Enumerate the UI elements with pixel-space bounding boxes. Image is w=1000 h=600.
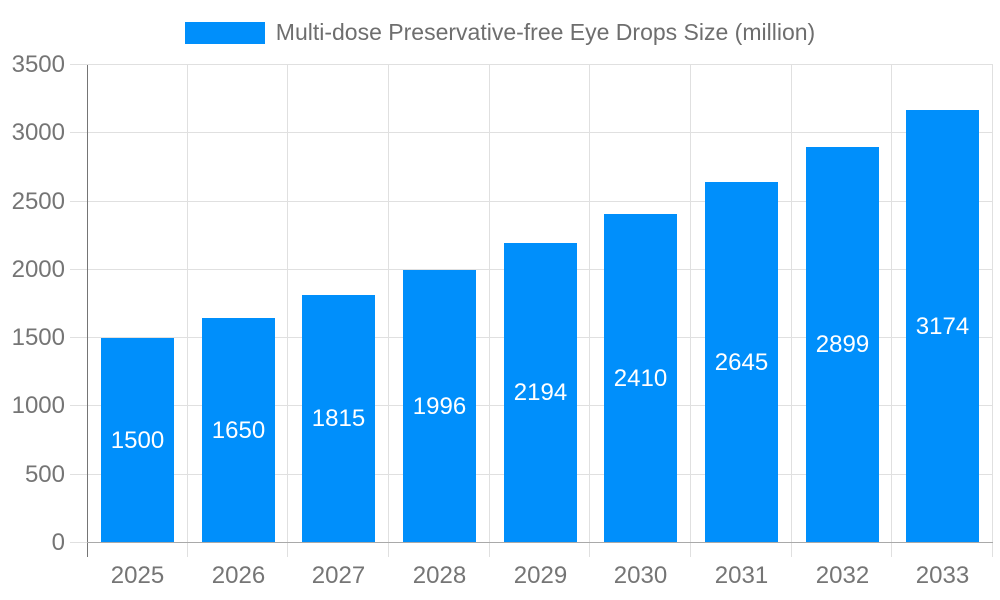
bar-value-label: 2899 xyxy=(815,331,870,358)
y-axis-tick xyxy=(70,405,87,406)
y-axis-line xyxy=(87,65,88,557)
h-gridline xyxy=(87,201,993,202)
bar-value-label: 2410 xyxy=(613,365,668,392)
bar[interactable] xyxy=(806,147,879,543)
legend[interactable]: Multi-dose Preservative-free Eye Drops S… xyxy=(0,19,1000,46)
h-gridline xyxy=(87,64,993,65)
bar-value-label: 3174 xyxy=(915,313,970,340)
y-axis-label: 3500 xyxy=(11,51,65,78)
y-axis-tick xyxy=(70,474,87,475)
x-axis-label: 2025 xyxy=(110,562,165,589)
y-axis-label: 2000 xyxy=(11,256,65,283)
legend-label: Multi-dose Preservative-free Eye Drops S… xyxy=(275,19,816,45)
bar[interactable] xyxy=(202,318,275,543)
v-gridline xyxy=(690,65,691,557)
legend-swatch-icon xyxy=(184,21,265,44)
y-axis-label: 2500 xyxy=(11,188,65,215)
h-gridline xyxy=(87,132,993,133)
v-gridline xyxy=(891,65,892,557)
v-gridline xyxy=(187,65,188,557)
x-axis-label: 2030 xyxy=(613,562,668,589)
bar[interactable] xyxy=(705,182,778,543)
bar-value-label: 1815 xyxy=(311,405,366,432)
y-axis-tick xyxy=(70,64,87,65)
x-axis-label: 2032 xyxy=(815,562,870,589)
x-axis-label: 2028 xyxy=(412,562,467,589)
y-axis-label: 3000 xyxy=(11,119,65,146)
bar[interactable] xyxy=(403,270,476,543)
v-gridline xyxy=(589,65,590,557)
x-axis-label: 2029 xyxy=(513,562,568,589)
bar-value-label: 1500 xyxy=(110,427,165,454)
bar[interactable] xyxy=(604,214,677,543)
x-axis-label: 2031 xyxy=(714,562,769,589)
bar-value-label: 1650 xyxy=(211,417,266,444)
x-axis-label: 2027 xyxy=(311,562,366,589)
bar-value-label: 1996 xyxy=(412,393,467,420)
v-gridline xyxy=(388,65,389,557)
bar-value-label: 2194 xyxy=(513,379,568,406)
y-axis-tick xyxy=(70,269,87,270)
bar[interactable] xyxy=(101,338,174,543)
y-axis-label: 0 xyxy=(51,529,65,556)
v-gridline xyxy=(287,65,288,557)
bar[interactable] xyxy=(906,110,979,543)
x-axis-line xyxy=(87,542,993,543)
v-gridline xyxy=(791,65,792,557)
x-axis-label: 2026 xyxy=(211,562,266,589)
x-axis-label: 2033 xyxy=(915,562,970,589)
v-gridline xyxy=(489,65,490,557)
y-axis-tick xyxy=(70,132,87,133)
y-axis-label: 500 xyxy=(24,461,65,488)
y-axis-label: 1500 xyxy=(11,324,65,351)
v-gridline xyxy=(992,65,993,557)
y-axis-label: 1000 xyxy=(11,392,65,419)
y-axis-tick xyxy=(70,337,87,338)
bar-value-label: 2645 xyxy=(714,349,769,376)
plot-area: 0 500 1000 1500 2000 2500 3000 3500 1500 2025 1650… xyxy=(12,51,993,589)
bar[interactable] xyxy=(504,243,577,543)
y-axis-tick xyxy=(70,542,87,543)
y-axis-tick xyxy=(70,201,87,202)
bar[interactable] xyxy=(302,295,375,543)
